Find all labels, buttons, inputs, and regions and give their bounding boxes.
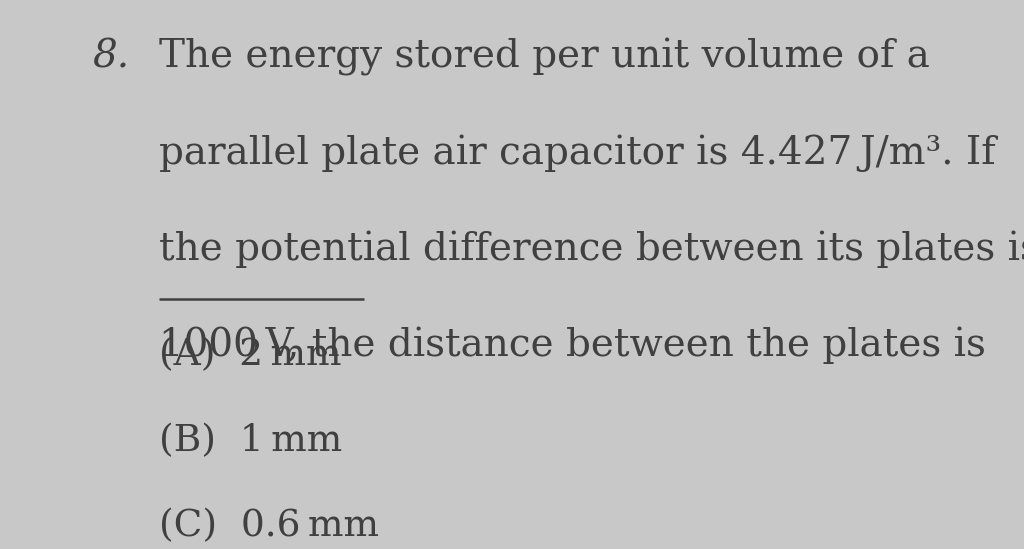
Text: (B)  1 mm: (B) 1 mm xyxy=(159,423,342,459)
Text: parallel plate air capacitor is 4.427 J/m³. If: parallel plate air capacitor is 4.427 J/… xyxy=(159,135,995,172)
Text: 8.: 8. xyxy=(92,38,129,75)
Text: the potential difference between its plates is: the potential difference between its pla… xyxy=(159,231,1024,268)
Text: (A)  2 mm: (A) 2 mm xyxy=(159,338,341,374)
Text: The energy stored per unit volume of a: The energy stored per unit volume of a xyxy=(159,38,930,76)
Text: (C)  0.6 mm: (C) 0.6 mm xyxy=(159,508,379,544)
Text: 1000 V, the distance between the plates is: 1000 V, the distance between the plates … xyxy=(159,327,985,364)
